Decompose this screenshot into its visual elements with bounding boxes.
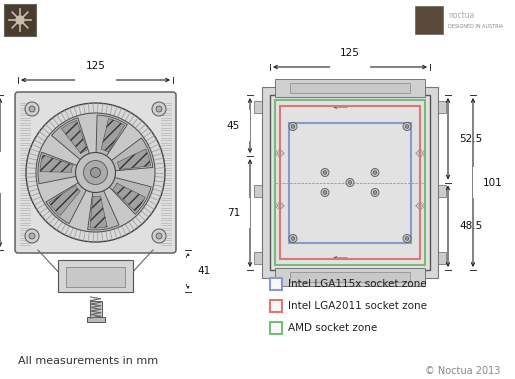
Circle shape [91,168,100,177]
Circle shape [348,181,352,184]
Circle shape [25,229,39,243]
Wedge shape [107,177,151,214]
Circle shape [323,191,327,194]
Circle shape [405,237,409,240]
Wedge shape [108,138,153,171]
Wedge shape [52,118,91,162]
Bar [289,122,411,243]
Text: Intel LGA115x socket zone: Intel LGA115x socket zone [288,279,426,289]
Text: 101: 101 [483,177,503,188]
Text: DESIGNED IN AUSTRIA: DESIGNED IN AUSTRIA [448,23,503,28]
Circle shape [403,235,411,243]
Text: 48.5: 48.5 [459,221,482,231]
Bar [438,185,446,197]
Text: 45: 45 [227,121,240,130]
Bar [438,252,446,264]
Bar [290,272,410,282]
Circle shape [291,125,295,128]
Circle shape [156,106,162,112]
Wedge shape [101,119,125,152]
Circle shape [26,103,165,242]
Wedge shape [96,115,127,159]
Bar [290,83,410,93]
Wedge shape [61,120,88,153]
Circle shape [156,233,162,239]
Circle shape [321,169,329,177]
Circle shape [16,16,24,24]
Bar [254,101,262,113]
Circle shape [29,106,35,112]
Bar [90,301,101,319]
Circle shape [152,102,166,116]
Text: noctua: noctua [448,11,474,19]
Circle shape [289,235,297,243]
Wedge shape [38,152,80,184]
Circle shape [36,113,155,232]
Wedge shape [113,183,145,211]
Text: AMD socket zone: AMD socket zone [288,323,377,333]
Wedge shape [117,149,150,169]
Circle shape [291,237,295,240]
Bar [87,317,105,322]
Circle shape [346,179,354,186]
Bar [270,95,430,270]
Circle shape [371,169,379,177]
Circle shape [29,233,35,239]
Bar [66,267,125,287]
Bar [4,4,36,36]
Bar [254,185,262,197]
Circle shape [321,188,329,196]
Bar [270,300,282,312]
Text: 71: 71 [227,208,240,218]
Circle shape [289,122,297,130]
Bar [415,6,443,34]
Bar [275,100,425,265]
Bar [280,106,420,259]
Text: NH-U12S Dimensions: NH-U12S Dimensions [44,13,225,28]
Text: All measurements in mm: All measurements in mm [18,356,158,366]
Text: 41: 41 [197,266,210,276]
Bar [438,101,446,113]
Circle shape [371,188,379,196]
Circle shape [373,171,377,174]
Bar [270,322,282,334]
Wedge shape [46,181,88,224]
Bar [270,278,282,290]
Text: 125: 125 [340,48,360,58]
Text: 125: 125 [85,61,106,71]
Text: Intel LGA2011 socket zone: Intel LGA2011 socket zone [288,301,427,311]
Circle shape [405,125,409,128]
FancyBboxPatch shape [15,92,176,253]
Wedge shape [49,185,80,215]
Circle shape [25,102,39,116]
Bar [262,87,438,278]
Text: © Noctua 2013: © Noctua 2013 [425,366,500,376]
Bar [254,252,262,264]
Wedge shape [90,196,107,228]
Circle shape [83,160,108,185]
Circle shape [403,122,411,130]
Circle shape [373,191,377,194]
Wedge shape [40,155,73,172]
Circle shape [76,152,115,193]
Bar [275,79,425,97]
Circle shape [323,171,327,174]
Bar [58,260,133,292]
Wedge shape [88,187,119,230]
Bar [275,268,425,286]
Text: 52.5: 52.5 [459,134,482,144]
Circle shape [152,229,166,243]
